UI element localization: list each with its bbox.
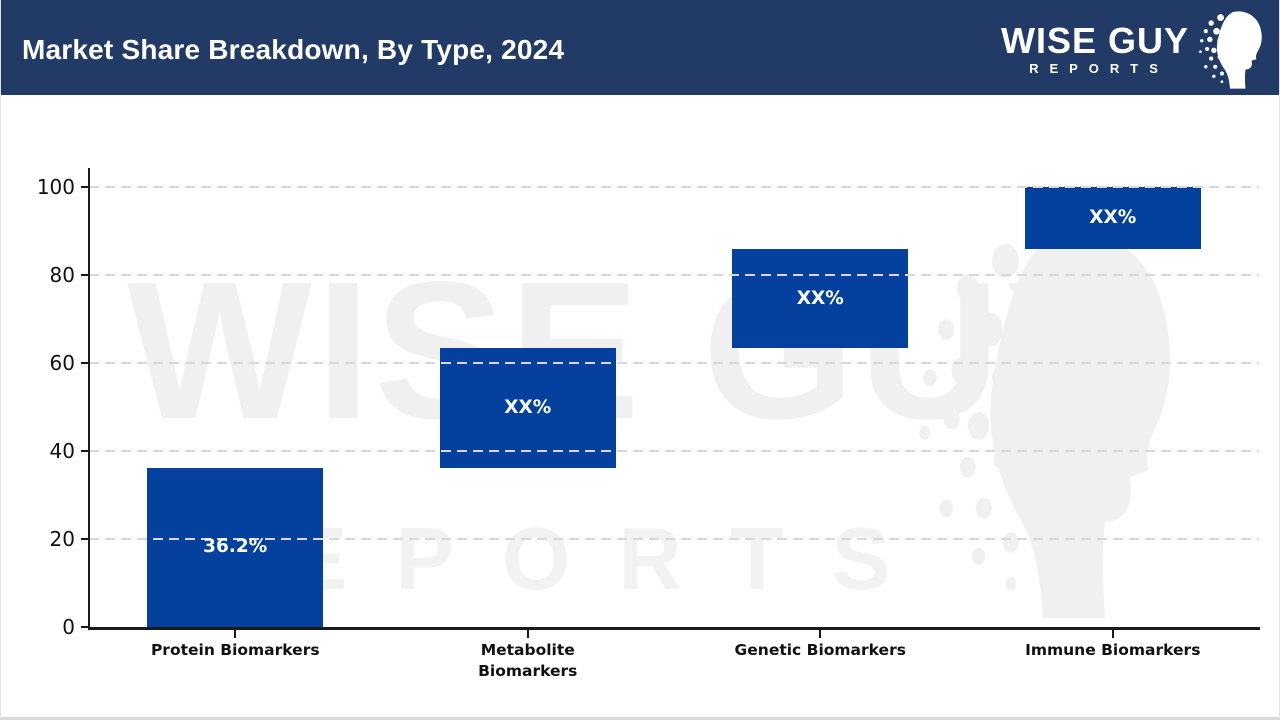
bar-value-label: 36.2%: [203, 536, 268, 558]
x-tick-mark: [819, 630, 822, 638]
y-tick-label: 0: [62, 615, 75, 639]
x-tick-mark: [234, 630, 237, 638]
y-tick-mark: [81, 538, 88, 540]
y-tick-mark: [81, 626, 88, 628]
y-tick-mark: [81, 362, 88, 364]
y-axis-line: [88, 168, 90, 629]
x-axis-label: Protein Biomarkers: [150, 641, 320, 659]
app-header: Market Share Breakdown, By Type, 2024 WI…: [1, 0, 1279, 95]
chart-title: Market Share Breakdown, By Type, 2024: [22, 34, 565, 65]
x-axis-label: Metabolite Biomarkers: [478, 641, 578, 681]
logo-text: WISE GUY REPORTS: [1000, 19, 1189, 77]
bar-value-label: XX%: [1089, 207, 1137, 229]
logo-reports: REPORTS: [1029, 61, 1169, 77]
x-tick-mark: [526, 630, 529, 638]
y-tick-label: 20: [49, 527, 75, 551]
x-tick-mark: [1111, 630, 1114, 638]
bar-value-label: XX%: [504, 396, 552, 418]
bar-value-label: XX%: [796, 287, 844, 309]
bar: [439, 348, 616, 468]
logo-wordmark: WISE GUY: [1000, 19, 1189, 61]
bar: [147, 467, 324, 627]
y-tick-label: 60: [49, 351, 75, 375]
gridline: [89, 450, 1259, 452]
y-tick-label: 80: [49, 263, 75, 287]
wiseguy-face-icon: [1199, 11, 1262, 89]
gridline: [89, 274, 1259, 276]
wiseguy-logo: WISE GUY REPORTS: [1001, 8, 1265, 90]
gridline: [89, 538, 1259, 540]
y-tick-mark: [81, 450, 88, 452]
y-tick-mark: [81, 274, 88, 276]
y-tick-label: 100: [36, 175, 75, 199]
bar: [732, 249, 909, 349]
x-axis-label: Immune Biomarkers: [1025, 641, 1201, 659]
x-axis-label: Genetic Biomarkers: [734, 641, 906, 659]
gridline: [89, 186, 1259, 188]
x-axis-line: [88, 627, 1260, 630]
y-tick-mark: [81, 186, 88, 188]
y-tick-label: 40: [49, 439, 75, 463]
gridline: [89, 362, 1259, 364]
